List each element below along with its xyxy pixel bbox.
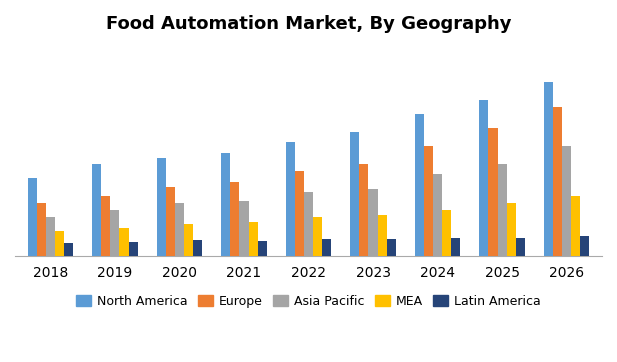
Bar [46,217,55,256]
Bar [257,240,267,256]
Bar [313,217,322,256]
Bar [489,128,497,256]
Bar [249,222,257,256]
Bar [304,192,313,256]
Bar [193,240,202,256]
Bar [110,210,120,256]
Bar [157,158,166,256]
Title: Food Automation Market, By Geography: Food Automation Market, By Geography [106,15,511,33]
Bar [451,238,460,256]
Bar [222,153,230,256]
Bar [360,164,368,256]
Bar [101,196,110,256]
Bar [55,231,64,256]
Bar [378,215,387,256]
Bar [166,186,175,256]
Bar [516,238,524,256]
Bar [562,146,571,256]
Bar [128,242,138,256]
Bar [184,224,193,256]
Legend: North America, Europe, Asia Pacific, MEA, Latin America: North America, Europe, Asia Pacific, MEA… [71,290,546,313]
Bar [571,196,580,256]
Bar [93,164,101,256]
Bar [424,146,433,256]
Bar [507,203,516,256]
Bar [479,100,489,256]
Bar [239,201,249,256]
Bar [442,210,451,256]
Bar [286,142,295,256]
Bar [37,203,46,256]
Bar [64,243,73,256]
Bar [415,114,424,256]
Bar [350,132,360,256]
Bar [120,228,128,256]
Bar [387,239,395,256]
Bar [230,181,239,256]
Bar [322,239,331,256]
Bar [553,107,562,256]
Bar [368,189,378,256]
Bar [580,236,589,256]
Bar [295,171,304,256]
Bar [28,178,37,256]
Bar [544,82,553,256]
Bar [497,164,507,256]
Bar [175,203,184,256]
Bar [433,174,442,256]
